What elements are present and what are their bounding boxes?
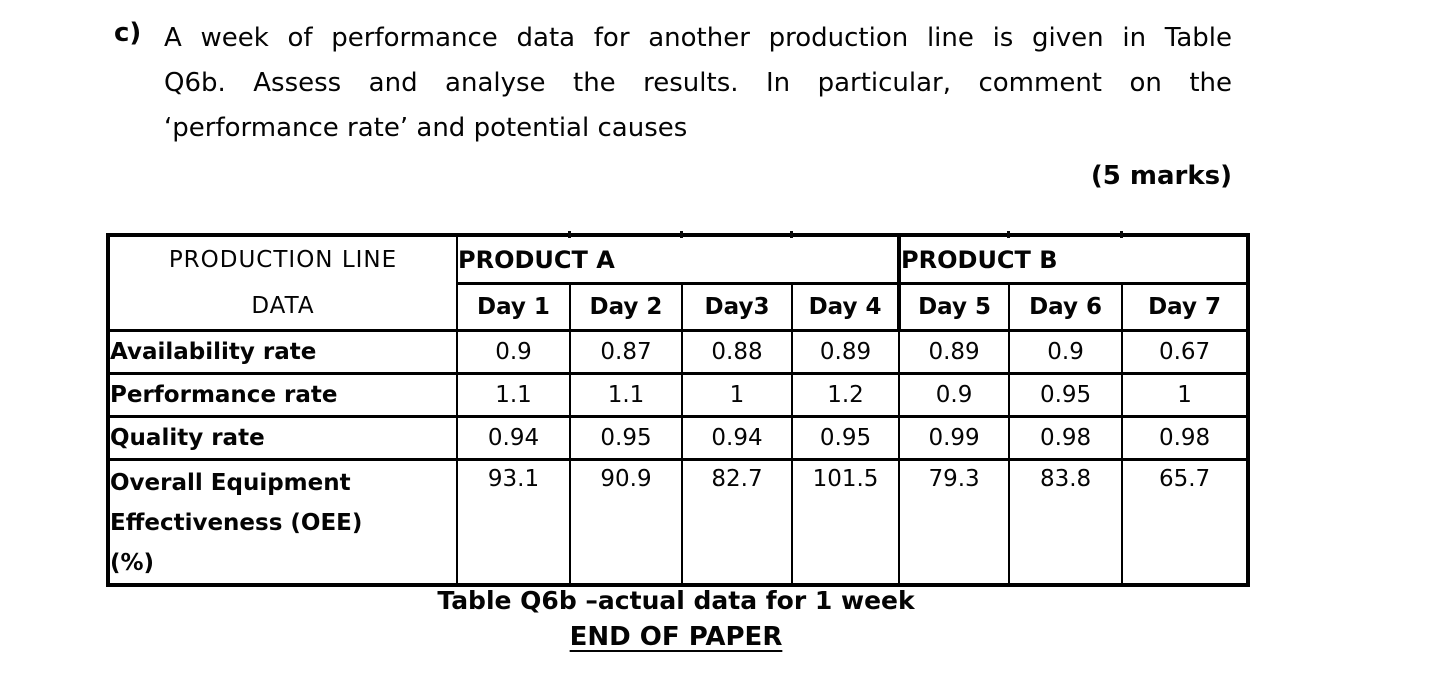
row-label: Quality rate (107, 415, 458, 461)
table-row: Availability rate 0.9 0.87 0.88 0.89 0.8… (107, 329, 1250, 375)
product-b-header: PRODUCT B (897, 233, 1250, 286)
row-label: Performance rate (107, 372, 458, 418)
table-caption: Table Q6b –actual data for 1 week (437, 586, 915, 615)
table-row: Overall Equipment Effectiveness (OEE) (%… (107, 458, 1250, 587)
day-header: Day 1 (456, 282, 571, 332)
product-a-header: PRODUCT A (455, 233, 901, 286)
row-label: Availability rate (107, 329, 458, 375)
day-header: Day 4 (790, 282, 901, 332)
value-cell: 101.5 (790, 458, 901, 587)
end-of-paper-text: END OF PAPER (569, 622, 783, 652)
table-row: PRODUCTION LINE DATA PRODUCT A PRODUCT B (107, 233, 1250, 332)
value-cell: 65.7 (1121, 458, 1250, 587)
value-cell: 0.99 (898, 415, 1011, 461)
value-cell: 1.1 (456, 372, 571, 418)
marks-text: (5 marks) (1090, 161, 1232, 191)
value-cell: 1 (1121, 372, 1250, 418)
border-tick (1120, 231, 1123, 238)
question-line: A week of performance data for another p… (164, 23, 1232, 53)
value-cell: 0.87 (569, 329, 683, 375)
value-cell: 0.95 (790, 415, 901, 461)
value-cell: 0.88 (681, 329, 793, 375)
value-cell: 1 (681, 372, 793, 418)
value-cell: 0.9 (1008, 329, 1124, 375)
production-line-data-table: PRODUCTION LINE DATA PRODUCT A PRODUCT B… (106, 233, 1251, 587)
question-line: ‘performance rate’ and potential causes (164, 113, 688, 143)
question-label: c) (114, 18, 142, 48)
value-cell: 0.89 (790, 329, 901, 375)
end-of-paper: END OF PAPER (106, 619, 1246, 655)
value-cell: 1.2 (790, 372, 901, 418)
table-row: Day 1 Day 2 Day3 Day 4 Day 5 Day 6 Day 7 (108, 282, 1250, 332)
corner-header: PRODUCTION LINE DATA (107, 233, 458, 332)
value-cell: 0.9 (898, 372, 1011, 418)
value-cell: 0.98 (1008, 415, 1124, 461)
value-cell: 0.67 (1121, 329, 1250, 375)
value-cell: 0.89 (898, 329, 1011, 375)
table-row: Performance rate 1.1 1.1 1 1.2 0.9 0.95 … (107, 372, 1250, 418)
value-cell: 0.95 (1008, 372, 1124, 418)
table-row: Quality rate 0.94 0.95 0.94 0.95 0.99 0.… (107, 415, 1250, 461)
question-line: Q6b. Assess and analyse the results. In … (164, 68, 1232, 98)
value-cell: 82.7 (681, 458, 793, 587)
border-tick (680, 231, 683, 238)
question-text: A week of performance data for another p… (164, 16, 1232, 151)
value-cell: 0.9 (456, 329, 571, 375)
value-cell: 1.1 (569, 372, 683, 418)
day-header: Day 7 (1121, 282, 1250, 332)
value-cell: 83.8 (1008, 458, 1124, 587)
border-tick (568, 231, 571, 238)
value-cell: 90.9 (569, 458, 683, 587)
day-header: Day3 (681, 282, 793, 332)
value-cell: 0.95 (569, 415, 683, 461)
value-cell: 0.98 (1121, 415, 1250, 461)
value-cell: 93.1 (456, 458, 571, 587)
value-cell: 0.94 (681, 415, 793, 461)
value-cell: 79.3 (898, 458, 1011, 587)
border-tick (1007, 231, 1010, 238)
value-cell: 0.94 (456, 415, 571, 461)
day-header: Day 2 (569, 282, 683, 332)
day-header: Day 6 (1008, 282, 1124, 332)
border-tick (790, 231, 793, 238)
day-header: Day 5 (897, 282, 1011, 332)
row-label: Overall Equipment Effectiveness (OEE) (%… (107, 458, 458, 587)
data-table-wrapper: PRODUCTION LINE DATA PRODUCT A PRODUCT B… (106, 231, 1251, 587)
